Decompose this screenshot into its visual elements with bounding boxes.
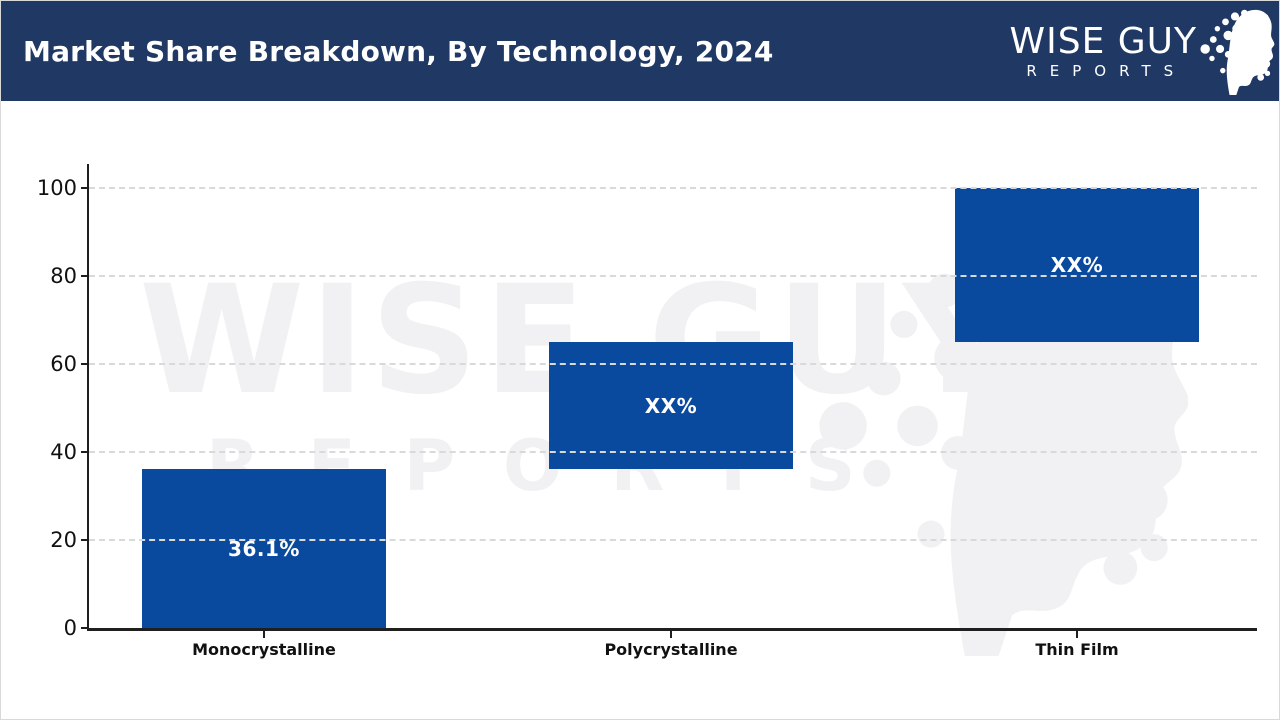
y-tick-mark-100 <box>81 187 89 189</box>
y-tick-mark-40 <box>81 451 89 453</box>
y-tick-label-20: 20 <box>50 528 77 552</box>
y-axis-spine <box>87 164 89 630</box>
page-title: Market Share Breakdown, By Technology, 2… <box>23 34 774 68</box>
x-tick-mark-0 <box>263 630 265 638</box>
gridline-40 <box>89 451 1257 453</box>
y-tick-mark-0 <box>81 627 89 629</box>
bar-thin-film: XX% <box>955 188 1199 342</box>
logo-wordmark: WISE GUY <box>1009 20 1197 62</box>
y-tick-label-0: 0 <box>63 616 77 640</box>
y-tick-label-80: 80 <box>50 264 77 288</box>
x-tick-mark-2 <box>1076 630 1078 638</box>
bar-value-label: XX% <box>644 393 698 418</box>
y-tick-mark-80 <box>81 275 89 277</box>
x-category-label-1: Polycrystalline <box>604 640 738 659</box>
y-tick-mark-20 <box>81 539 89 541</box>
bar-value-label: XX% <box>1050 253 1104 277</box>
x-axis-spine <box>87 628 1257 631</box>
x-category-label-0: Monocrystalline <box>192 640 336 659</box>
header-bar: Market Share Breakdown, By Technology, 2… <box>1 1 1279 101</box>
logo-subtitle: REPORTS <box>1026 61 1187 80</box>
wise-guy-logo: WISE GUY REPORTS <box>1010 7 1276 95</box>
gridline-80 <box>89 275 1257 277</box>
y-tick-mark-60 <box>81 363 89 365</box>
y-tick-label-60: 60 <box>50 352 77 376</box>
y-tick-label-100: 100 <box>36 176 77 200</box>
x-tick-mark-1 <box>670 630 672 638</box>
gridline-20 <box>89 539 1257 541</box>
y-tick-label-40: 40 <box>50 440 77 464</box>
gridline-60 <box>89 363 1257 365</box>
x-category-label-2: Thin Film <box>1035 640 1119 659</box>
head-profile-dots-icon <box>1200 9 1275 95</box>
bar-monocrystalline: 36.1% <box>142 469 386 628</box>
gridline-100 <box>89 187 1257 189</box>
logo-text: WISE GUY REPORTS <box>1009 20 1198 80</box>
